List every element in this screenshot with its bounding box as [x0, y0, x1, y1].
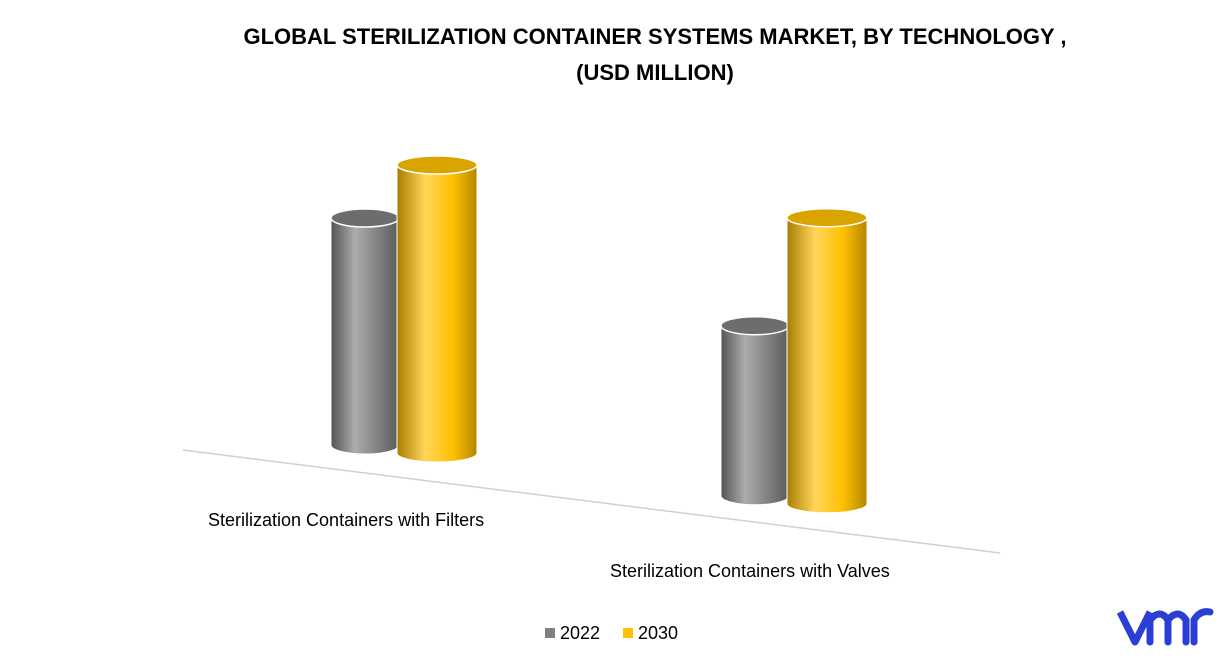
x-tick-label: Sterilization Containers with Valves: [610, 561, 890, 581]
bar: [396, 155, 478, 463]
logo: [1116, 608, 1214, 646]
bar-top: [396, 155, 478, 175]
legend-label: 2030: [638, 623, 678, 643]
bar-body: [330, 217, 400, 455]
bar-top: [720, 315, 790, 336]
chart-title: GLOBAL STERILIZATION CONTAINER SYSTEMS M…: [243, 24, 1066, 49]
legend-swatch: [623, 628, 633, 638]
bar-top: [786, 207, 868, 228]
bar: [786, 207, 868, 514]
x-tick-label: Sterilization Containers with Filters: [208, 510, 484, 530]
bar-body: [720, 325, 790, 506]
legend-label: 2022: [560, 623, 600, 643]
bar: [720, 315, 790, 506]
floor-line: [182, 449, 1001, 554]
bar: [330, 208, 400, 455]
bar-body: [786, 217, 868, 514]
chart-subtitle: (USD MILLION): [576, 60, 734, 85]
bar-body: [396, 164, 478, 463]
bar-top: [330, 208, 400, 228]
legend-swatch: [545, 628, 555, 638]
